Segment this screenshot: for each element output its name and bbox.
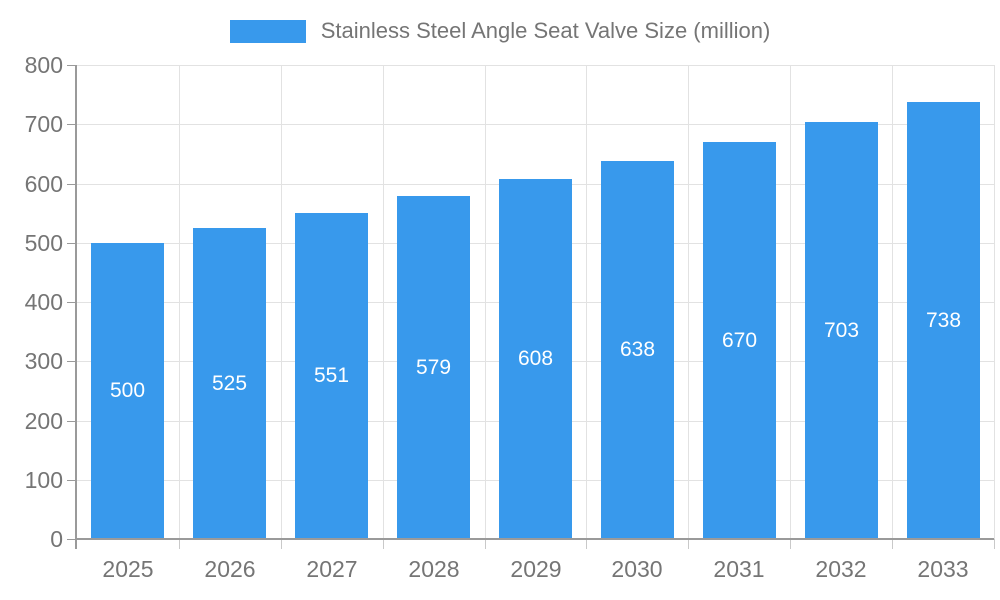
x-gridline — [892, 65, 893, 539]
x-gridline — [383, 65, 384, 539]
x-gridline — [281, 65, 282, 539]
y-axis-label: 800 — [24, 52, 63, 78]
y-axis-label: 200 — [24, 408, 63, 434]
x-tick — [179, 539, 180, 549]
x-tick — [688, 539, 689, 549]
x-tick — [994, 539, 995, 549]
bar-value-label: 670 — [721, 328, 758, 352]
y-axis-label: 500 — [24, 230, 63, 256]
y-axis-label: 600 — [24, 171, 63, 197]
x-gridline — [994, 65, 995, 539]
x-axis-label: 2027 — [306, 556, 358, 582]
y-tick — [67, 124, 77, 125]
bar[interactable]: 500 — [91, 243, 164, 538]
y-gridline — [77, 65, 994, 66]
legend-item[interactable]: Stainless Steel Angle Seat Valve Size (m… — [0, 18, 1000, 44]
bar[interactable]: 703 — [805, 122, 878, 538]
x-tick — [790, 539, 791, 549]
bar[interactable]: 738 — [907, 102, 980, 538]
x-gridline — [485, 65, 486, 539]
y-tick — [67, 243, 77, 244]
y-tick — [67, 184, 77, 185]
x-axis-label: 2033 — [917, 556, 969, 582]
bar-value-label: 638 — [619, 338, 656, 361]
bar[interactable]: 551 — [295, 213, 368, 538]
y-tick — [67, 65, 77, 66]
bar-value-label: 500 — [109, 379, 146, 402]
bar-value-label: 703 — [823, 318, 860, 342]
x-gridline — [790, 65, 791, 539]
x-axis-label: 2030 — [611, 556, 663, 582]
y-axis-label: 400 — [24, 289, 63, 315]
x-tick — [383, 539, 384, 549]
x-tick — [281, 539, 282, 549]
y-tick — [67, 302, 77, 303]
y-tick — [67, 480, 77, 481]
x-axis-label: 2029 — [510, 556, 562, 582]
y-axis-label: 300 — [24, 348, 63, 374]
x-axis-label: 2028 — [408, 556, 460, 582]
bar-value-label: 738 — [925, 308, 962, 332]
bar-value-label: 525 — [211, 371, 248, 395]
x-axis-label: 2026 — [204, 556, 256, 582]
y-axis-label: 700 — [24, 111, 63, 137]
bar[interactable]: 579 — [397, 196, 470, 538]
legend-swatch — [229, 19, 306, 43]
bar-value-label: 551 — [313, 364, 350, 387]
y-tick — [67, 361, 77, 362]
x-axis-label: 2031 — [713, 556, 765, 582]
x-axis-label: 2025 — [102, 556, 154, 582]
y-gridline — [77, 124, 994, 125]
bar-value-label: 579 — [415, 355, 452, 379]
x-tick — [586, 539, 587, 549]
y-axis-label: 100 — [24, 467, 63, 493]
x-tick — [892, 539, 893, 549]
bar[interactable]: 525 — [193, 228, 266, 538]
y-tick — [67, 421, 77, 422]
x-gridline — [179, 65, 180, 539]
x-gridline — [688, 65, 689, 539]
y-axis-label: 0 — [50, 526, 63, 552]
x-axis-label: 2032 — [815, 556, 867, 582]
bar[interactable]: 638 — [601, 161, 674, 538]
bar[interactable]: 670 — [703, 142, 776, 538]
bar[interactable]: 608 — [499, 179, 572, 538]
legend-label: Stainless Steel Angle Seat Valve Size (m… — [320, 18, 771, 43]
x-tick — [485, 539, 486, 549]
y-axis-line — [75, 65, 77, 549]
x-gridline — [586, 65, 587, 539]
bar-value-label: 608 — [517, 347, 554, 370]
x-axis-line — [75, 538, 994, 540]
y-tick — [67, 539, 77, 540]
